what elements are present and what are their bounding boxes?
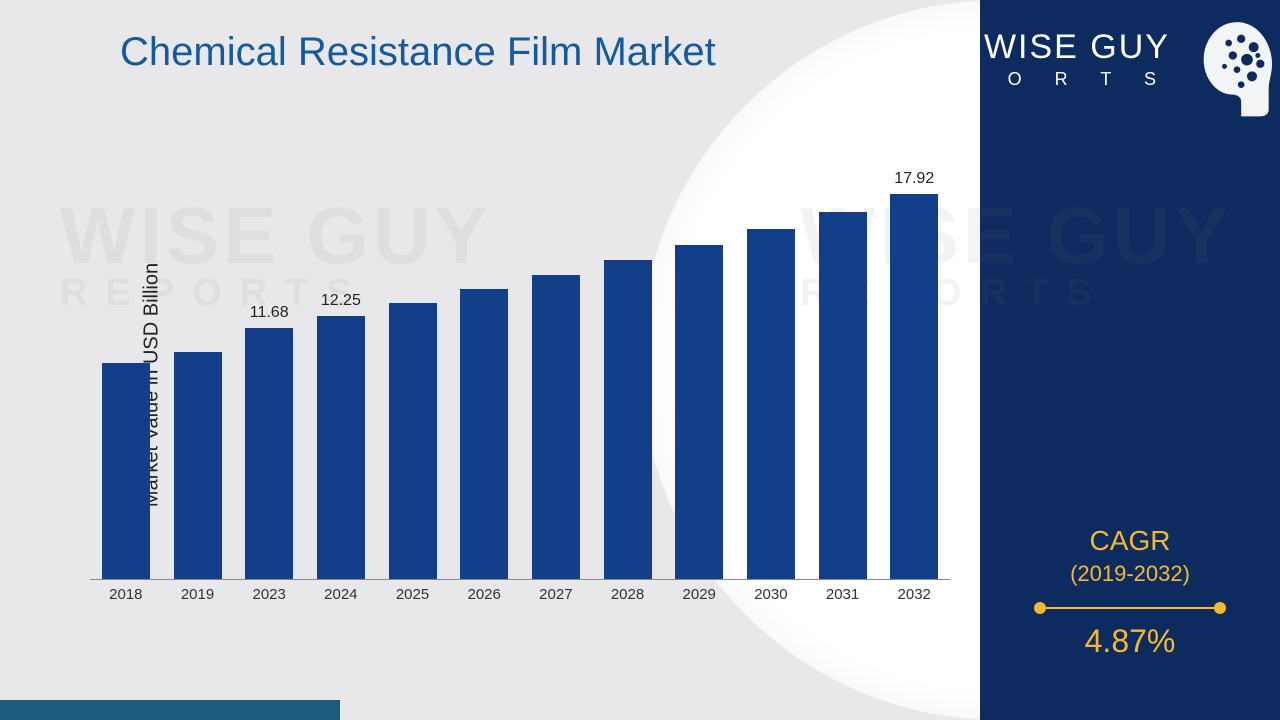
bar-wrap (592, 150, 664, 579)
cagr-divider (1040, 607, 1220, 609)
cagr-range: (2019-2032) (1020, 561, 1240, 587)
x-axis-labels: 2018201920232024202520262027202820292030… (90, 586, 950, 603)
bar-wrap (448, 150, 520, 579)
x-tick-label: 2018 (90, 586, 162, 603)
cagr-box: CAGR (2019-2032) 4.87% (1020, 525, 1240, 660)
bar-wrap (162, 150, 234, 579)
brand-line2: R E P O R T S (872, 69, 1170, 90)
bar (460, 289, 508, 579)
bar (890, 194, 938, 579)
bar-wrap (520, 150, 592, 579)
bars-container: 11.68 12.25 17.92 (90, 150, 950, 579)
bar-value-label: 12.25 (321, 292, 361, 310)
x-tick-label: 2025 (377, 586, 449, 603)
bar-wrap (90, 150, 162, 579)
stage: WISE GUY REPORTS WISE GUY REPORTS Chemic… (0, 0, 1280, 720)
bar-value-label: 11.68 (250, 304, 289, 322)
bar-wrap (807, 150, 879, 579)
bar (532, 275, 580, 579)
bar (819, 212, 867, 579)
bar-wrap (377, 150, 449, 579)
bar (245, 328, 293, 579)
chart-title: Chemical Resistance Film Market (120, 30, 716, 75)
bar-wrap: 12.25 (305, 150, 377, 579)
cagr-label: CAGR (1020, 525, 1240, 557)
brand-line1: WISE GUY (872, 28, 1170, 67)
bar (102, 363, 150, 580)
cagr-value: 4.87% (1020, 623, 1240, 660)
bar (389, 303, 437, 579)
brand-logo-text: WISE GUY R E P O R T S (872, 28, 1170, 90)
bar-wrap (735, 150, 807, 579)
x-tick-label: 2019 (162, 586, 234, 603)
bottom-strip (0, 700, 340, 720)
x-tick-label: 2024 (305, 586, 377, 603)
bar-chart: Market Value in USD Billion 11.6812.2517… (40, 150, 960, 620)
brand-head-icon (1194, 18, 1280, 118)
bar (747, 229, 795, 579)
bar (604, 260, 652, 579)
x-tick-label: 2029 (663, 586, 735, 603)
x-tick-label: 2026 (448, 586, 520, 603)
x-tick-label: 2031 (807, 586, 879, 603)
x-tick-label: 2027 (520, 586, 592, 603)
x-tick-label: 2030 (735, 586, 807, 603)
bar-wrap (663, 150, 735, 579)
bar (317, 316, 365, 579)
bar-wrap: 11.68 (233, 150, 305, 579)
bar (174, 352, 222, 579)
bar-wrap: 17.92 (878, 150, 950, 579)
bar (675, 245, 723, 579)
bar-value-label: 17.92 (894, 170, 934, 188)
x-tick-label: 2032 (878, 586, 950, 603)
plot-area: 11.68 12.25 17.92 (90, 150, 950, 580)
x-tick-label: 2023 (233, 586, 305, 603)
x-tick-label: 2028 (592, 586, 664, 603)
